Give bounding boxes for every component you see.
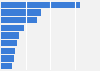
Bar [1,40,17,46]
Bar [1,9,41,16]
Bar [1,55,14,62]
Bar [1,25,24,31]
Bar [1,32,19,39]
Bar [1,48,15,54]
Bar [1,17,37,23]
Bar [1,2,80,8]
Bar [1,63,12,69]
